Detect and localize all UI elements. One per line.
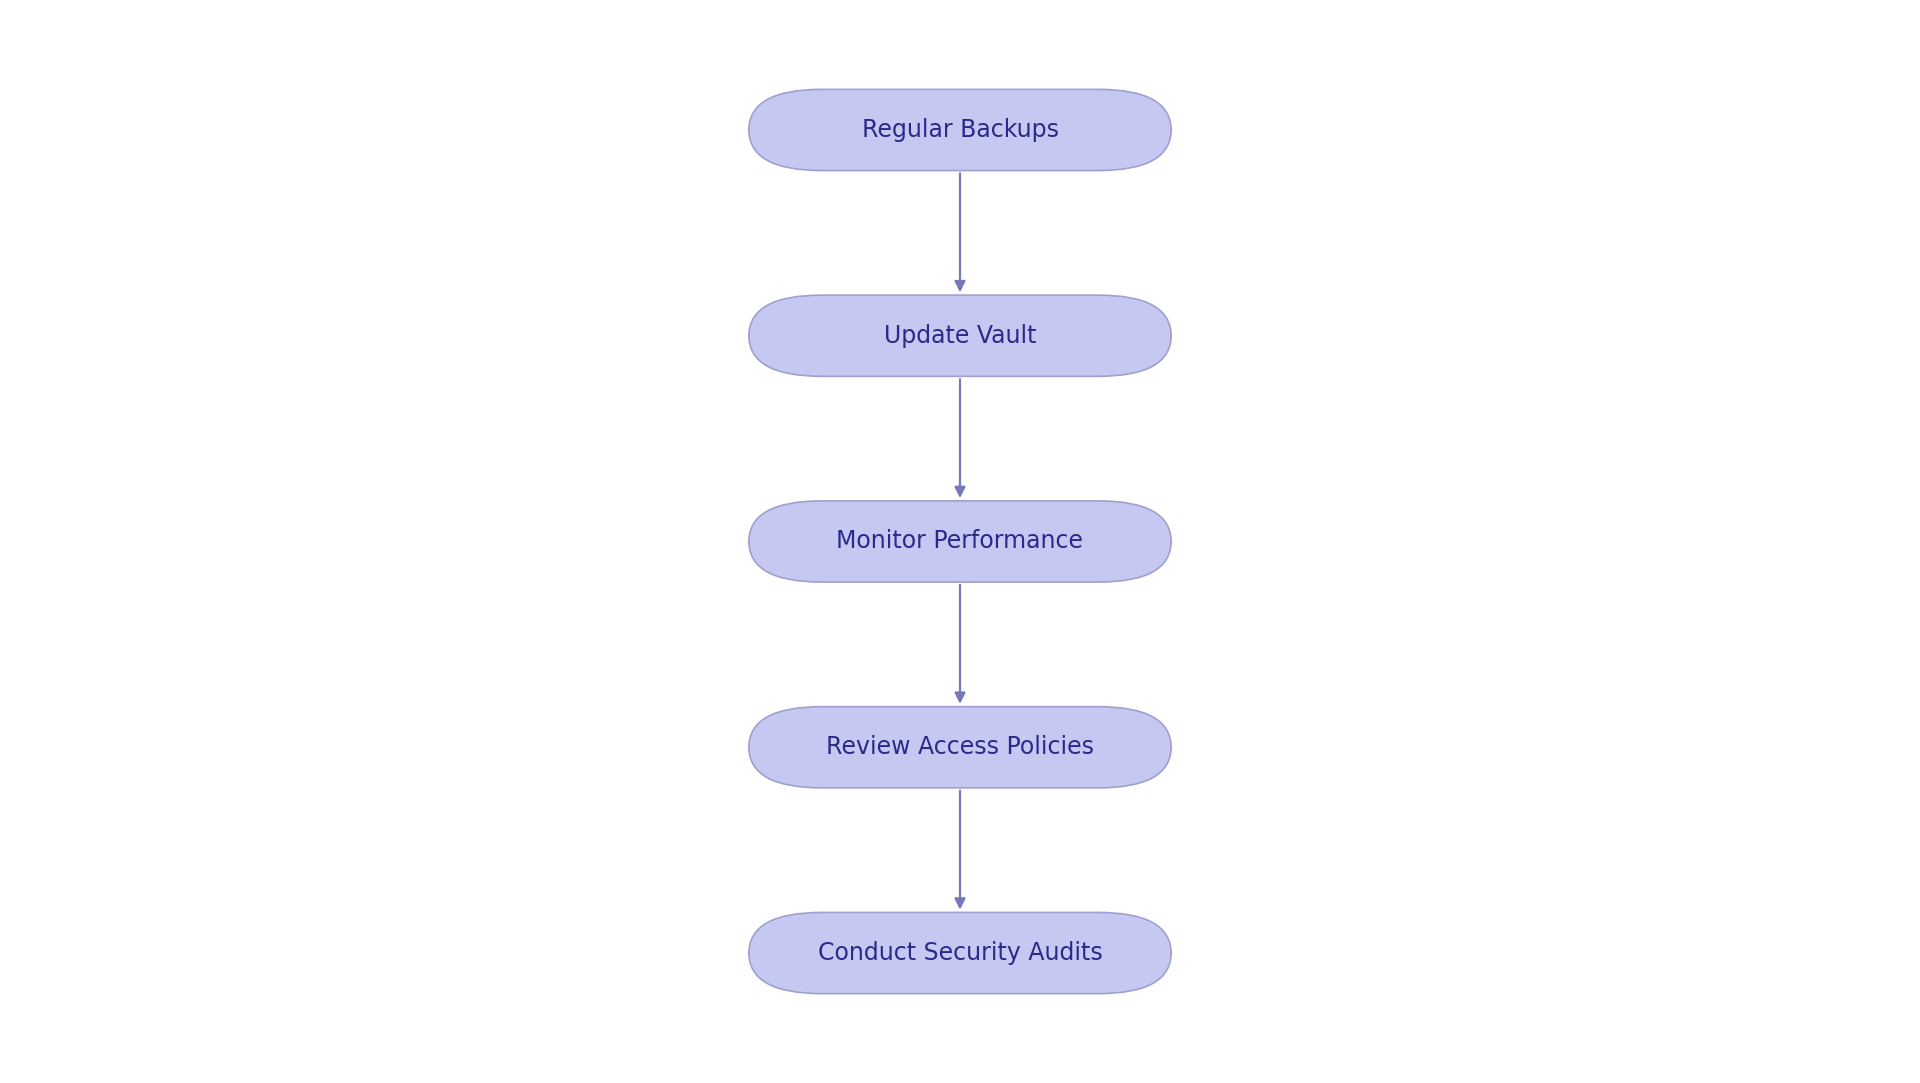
FancyBboxPatch shape: [749, 500, 1171, 583]
FancyBboxPatch shape: [749, 296, 1171, 377]
Text: Monitor Performance: Monitor Performance: [837, 530, 1083, 553]
Text: Update Vault: Update Vault: [883, 324, 1037, 348]
FancyBboxPatch shape: [749, 90, 1171, 170]
Text: Review Access Policies: Review Access Policies: [826, 735, 1094, 759]
Text: Regular Backups: Regular Backups: [862, 118, 1058, 142]
FancyBboxPatch shape: [749, 912, 1171, 994]
FancyBboxPatch shape: [749, 707, 1171, 788]
Text: Conduct Security Audits: Conduct Security Audits: [818, 941, 1102, 965]
